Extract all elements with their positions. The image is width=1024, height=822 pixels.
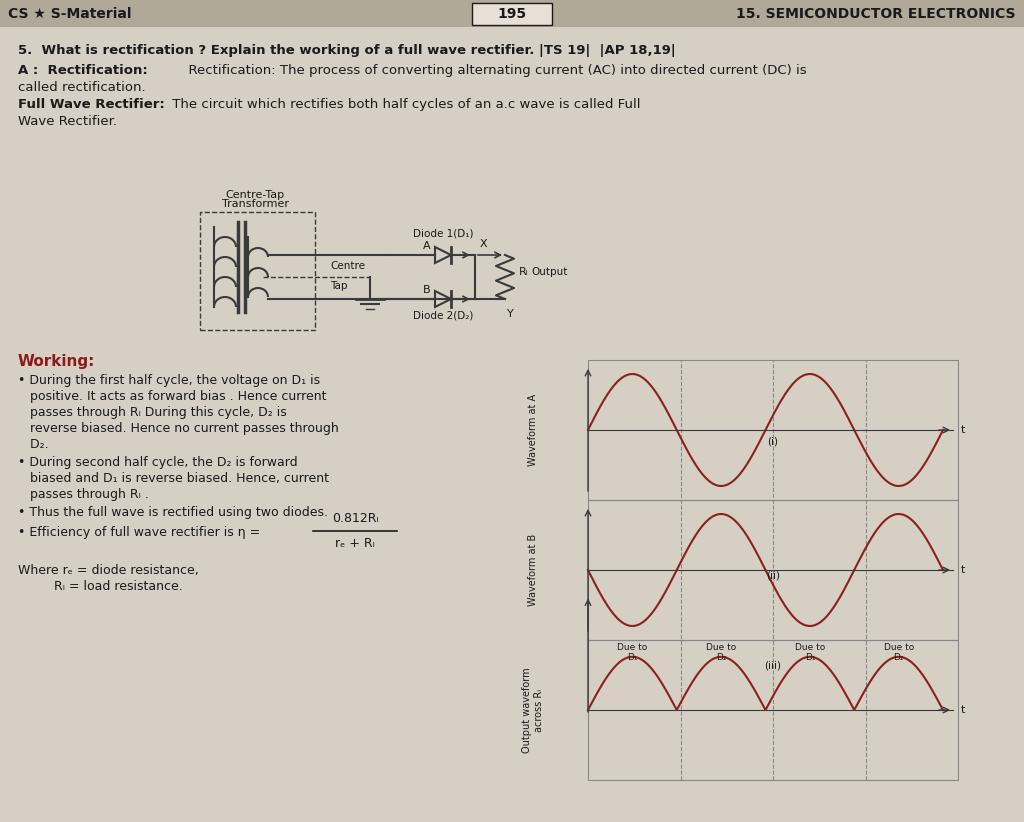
Text: B: B: [423, 285, 431, 295]
Text: reverse biased. Hence no current passes through: reverse biased. Hence no current passes …: [18, 422, 339, 435]
Text: Output waveform
across Rₗ: Output waveform across Rₗ: [522, 667, 544, 753]
Text: Due to
D₁: Due to D₁: [617, 643, 647, 662]
Text: Y: Y: [507, 309, 513, 319]
Text: Waveform at A: Waveform at A: [528, 394, 538, 466]
Text: passes through Rₗ During this cycle, D₂ is: passes through Rₗ During this cycle, D₂ …: [18, 406, 287, 419]
Text: Centre-Tap: Centre-Tap: [225, 190, 285, 200]
Text: • During the first half cycle, the voltage on D₁ is: • During the first half cycle, the volta…: [18, 374, 321, 387]
Text: Tap: Tap: [330, 281, 347, 291]
Text: • Efficiency of full wave rectifier is η =: • Efficiency of full wave rectifier is η…: [18, 526, 260, 539]
Text: Due to
D₁: Due to D₁: [795, 643, 825, 662]
Text: Full Wave Rectifier:: Full Wave Rectifier:: [18, 98, 165, 111]
Bar: [588, 640, 958, 780]
Text: Working:: Working:: [18, 354, 95, 369]
Text: • During second half cycle, the D₂ is forward: • During second half cycle, the D₂ is fo…: [18, 456, 298, 469]
Text: Diode 2(D₂): Diode 2(D₂): [413, 311, 473, 321]
Text: Rₗ = load resistance.: Rₗ = load resistance.: [18, 580, 182, 593]
Text: D₂.: D₂.: [18, 438, 48, 451]
Text: Waveform at B: Waveform at B: [528, 533, 538, 606]
Text: (ii): (ii): [766, 570, 780, 580]
Text: X: X: [480, 239, 487, 249]
Text: CS ★ S-Material: CS ★ S-Material: [8, 7, 131, 21]
Text: Due to
D₂: Due to D₂: [706, 643, 736, 662]
Text: Diode 1(D₁): Diode 1(D₁): [413, 229, 473, 239]
Text: biased and D₁ is reverse biased. Hence, current: biased and D₁ is reverse biased. Hence, …: [18, 472, 329, 485]
Bar: [472, 3, 552, 25]
Text: 5.  What is rectification ? Explain the working of a full wave rectifier. |TS 19: 5. What is rectification ? Explain the w…: [18, 44, 676, 57]
Bar: [588, 500, 958, 640]
Text: positive. It acts as forward bias . Hence current: positive. It acts as forward bias . Henc…: [18, 390, 327, 403]
Text: passes through Rₗ .: passes through Rₗ .: [18, 488, 148, 501]
Text: called rectification.: called rectification.: [18, 81, 145, 94]
Text: • Thus the full wave is rectified using two diodes.: • Thus the full wave is rectified using …: [18, 506, 328, 519]
Bar: [588, 360, 958, 500]
Bar: [0, 0, 1024, 27]
Text: Wave Rectifier.: Wave Rectifier.: [18, 115, 117, 128]
Text: t: t: [961, 705, 966, 715]
Text: rₑ + Rₗ: rₑ + Rₗ: [335, 537, 375, 550]
Text: Where rₑ = diode resistance,: Where rₑ = diode resistance,: [18, 564, 199, 577]
Text: 0.812Rₗ: 0.812Rₗ: [332, 512, 378, 525]
Text: The circuit which rectifies both half cycles of an a.c wave is called Full: The circuit which rectifies both half cy…: [168, 98, 640, 111]
Text: Centre: Centre: [330, 261, 365, 271]
Bar: [200, 212, 315, 330]
Text: t: t: [961, 425, 966, 435]
Text: Due to
D₂: Due to D₂: [884, 643, 913, 662]
Text: 15. SEMICONDUCTOR ELECTRONICS: 15. SEMICONDUCTOR ELECTRONICS: [736, 7, 1016, 21]
Text: t: t: [961, 565, 966, 575]
Text: 195: 195: [498, 7, 526, 21]
Text: A :  Rectification:: A : Rectification:: [18, 64, 147, 77]
Text: A: A: [423, 241, 431, 251]
Text: Rₗ: Rₗ: [519, 267, 528, 277]
Text: Rectification: The process of converting alternating current (AC) into directed : Rectification: The process of converting…: [180, 64, 807, 77]
Text: (iii): (iii): [765, 661, 781, 671]
Text: Output: Output: [531, 267, 567, 277]
Text: (i): (i): [768, 436, 778, 446]
Text: Transformer: Transformer: [221, 199, 289, 209]
